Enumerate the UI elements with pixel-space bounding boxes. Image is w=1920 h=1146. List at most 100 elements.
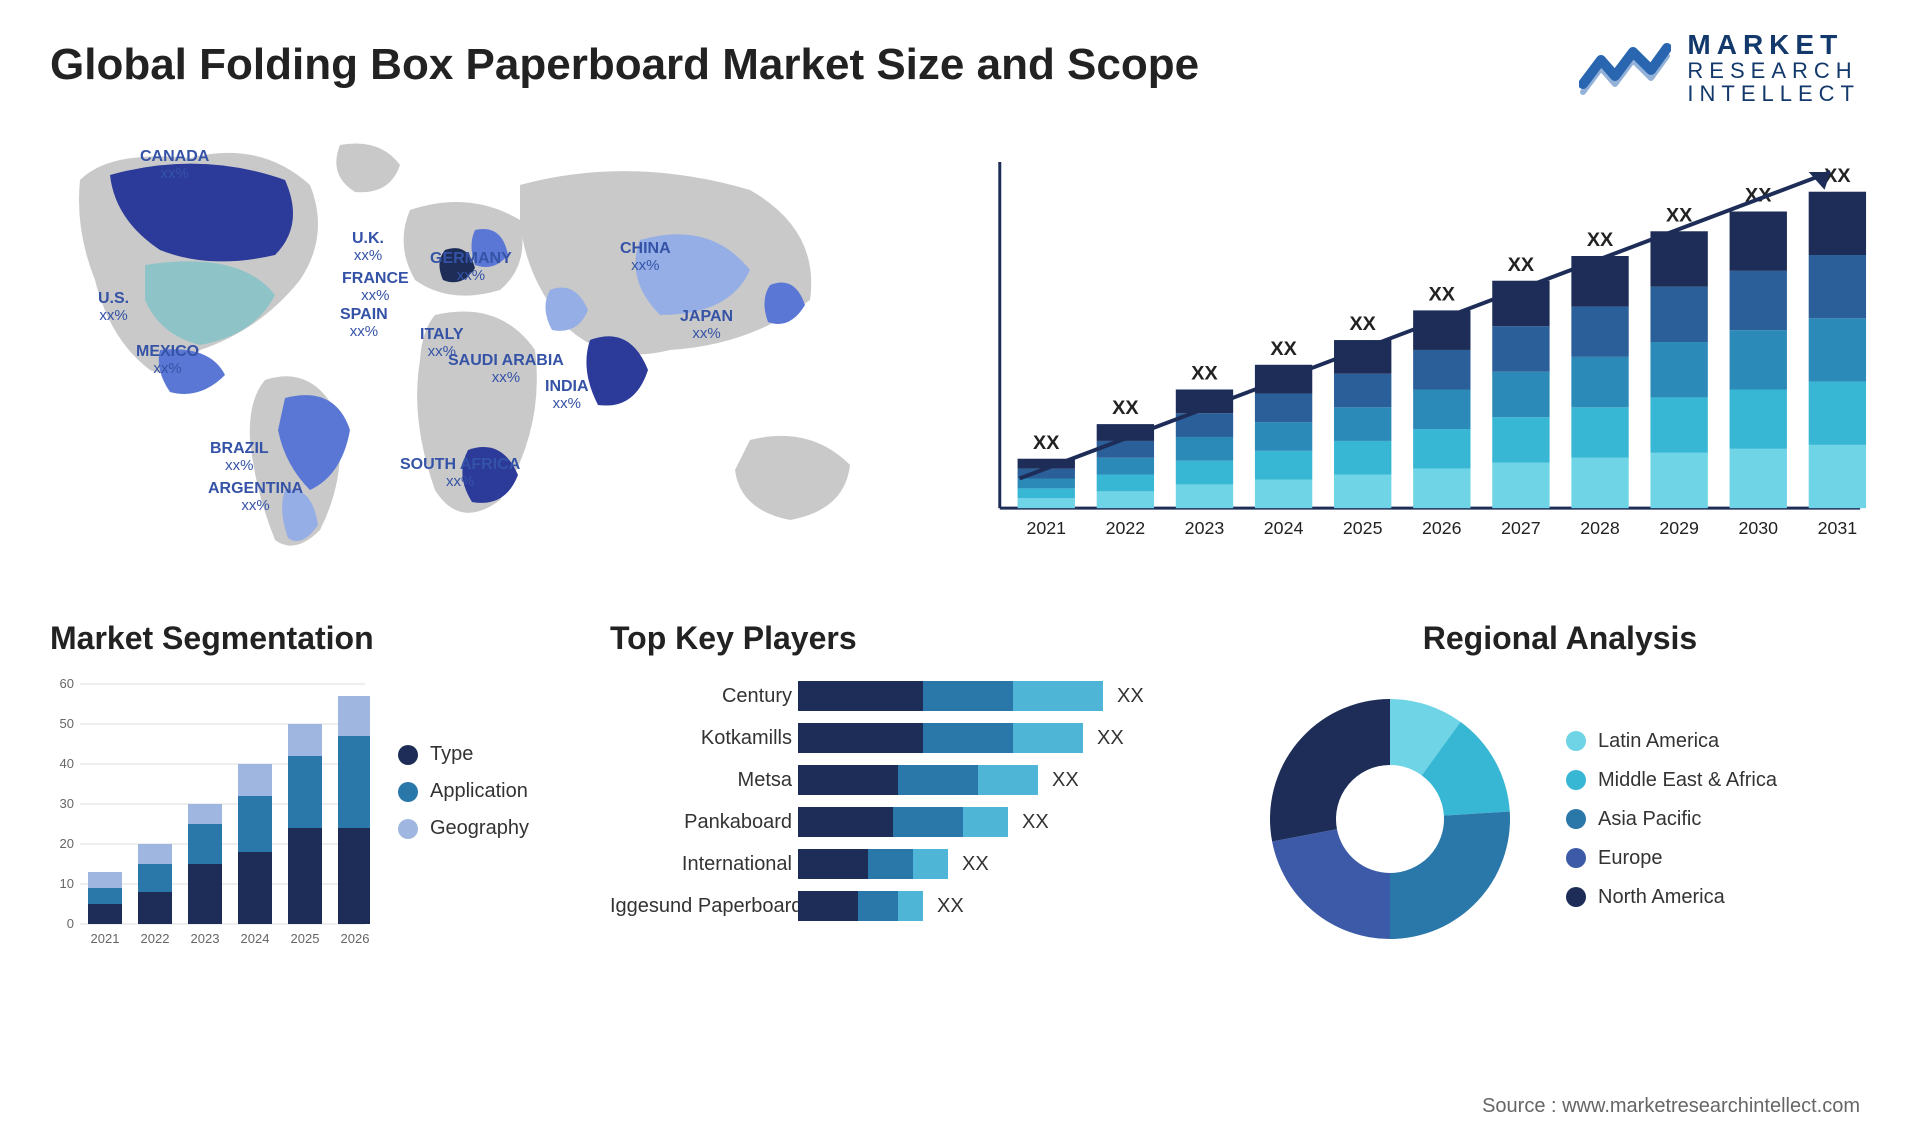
key-player-value: XX xyxy=(962,853,989,876)
key-player-bar xyxy=(798,849,948,879)
svg-text:2023: 2023 xyxy=(191,931,220,946)
key-player-value: XX xyxy=(937,895,964,918)
map-label: MEXICOxx% xyxy=(136,343,199,377)
svg-text:40: 40 xyxy=(60,756,74,771)
legend-swatch-icon xyxy=(1566,731,1586,751)
legend-swatch-icon xyxy=(1566,887,1586,907)
svg-text:2026: 2026 xyxy=(1422,518,1462,538)
svg-text:2029: 2029 xyxy=(1659,518,1699,538)
legend-swatch-icon xyxy=(398,819,418,839)
logo-text: MARKET RESEARCH INTELLECT xyxy=(1687,30,1860,106)
svg-text:30: 30 xyxy=(60,796,74,811)
logo-line1: MARKET xyxy=(1687,30,1860,59)
svg-text:2024: 2024 xyxy=(241,931,270,946)
legend-label: Middle East & Africa xyxy=(1598,769,1777,792)
logo-mark-icon xyxy=(1579,40,1671,96)
legend-item: Europe xyxy=(1566,847,1777,870)
map-label: INDIAxx% xyxy=(545,378,589,412)
map-label: U.S.xx% xyxy=(98,290,129,324)
bar-segment xyxy=(1013,723,1083,753)
brand-logo: MARKET RESEARCH INTELLECT xyxy=(1579,30,1860,106)
key-player-row: Metsa XX xyxy=(610,763,1210,797)
key-players-title: Top Key Players xyxy=(610,620,1210,657)
svg-text:XX: XX xyxy=(1587,229,1614,251)
legend-item: Type xyxy=(398,743,529,766)
svg-text:20: 20 xyxy=(60,836,74,851)
bar-segment xyxy=(798,807,893,837)
svg-text:2021: 2021 xyxy=(1026,518,1066,538)
key-player-label: Kotkamills xyxy=(610,727,798,750)
svg-text:2028: 2028 xyxy=(1580,518,1620,538)
regional-donut-chart xyxy=(1250,679,1530,959)
bar-segment xyxy=(923,681,1013,711)
legend-label: Application xyxy=(430,780,528,803)
growth-bar-chart: XX2021XX2022XX2023XX2024XX2025XX2026XX20… xyxy=(980,130,1870,560)
svg-text:2024: 2024 xyxy=(1264,518,1304,538)
key-player-row: International XX xyxy=(610,847,1210,881)
legend-swatch-icon xyxy=(1566,809,1586,829)
svg-text:XX: XX xyxy=(1191,363,1218,385)
bar-segment xyxy=(858,891,898,921)
svg-text:0: 0 xyxy=(67,916,74,931)
svg-text:2025: 2025 xyxy=(291,931,320,946)
bar-segment xyxy=(798,891,858,921)
legend-swatch-icon xyxy=(1566,770,1586,790)
svg-text:2027: 2027 xyxy=(1501,518,1541,538)
map-label: BRAZILxx% xyxy=(210,440,269,474)
legend-label: North America xyxy=(1598,886,1725,909)
svg-text:2021: 2021 xyxy=(91,931,120,946)
bar-segment xyxy=(898,765,978,795)
legend-label: Type xyxy=(430,743,473,766)
key-player-value: XX xyxy=(1117,685,1144,708)
legend-swatch-icon xyxy=(398,745,418,765)
segmentation-title: Market Segmentation xyxy=(50,620,570,657)
bar-segment xyxy=(978,765,1038,795)
key-player-label: International xyxy=(610,853,798,876)
bar-segment xyxy=(798,723,923,753)
regional-legend: Latin America Middle East & Africa Asia Pa… xyxy=(1566,714,1777,925)
bar-segment xyxy=(923,723,1013,753)
key-player-label: Pankaboard xyxy=(610,811,798,834)
source-text: Source : www.marketresearchintellect.com xyxy=(1482,1095,1860,1118)
key-player-row: Century XX xyxy=(610,679,1210,713)
key-player-label: Metsa xyxy=(610,769,798,792)
map-label: JAPANxx% xyxy=(680,308,733,342)
svg-text:2023: 2023 xyxy=(1185,518,1225,538)
svg-text:XX: XX xyxy=(1350,313,1377,335)
svg-text:10: 10 xyxy=(60,876,74,891)
map-label: CHINAxx% xyxy=(620,240,671,274)
bar-segment xyxy=(868,849,913,879)
svg-text:XX: XX xyxy=(1666,204,1693,226)
legend-label: Asia Pacific xyxy=(1598,808,1701,831)
svg-text:2025: 2025 xyxy=(1343,518,1383,538)
bar-segment xyxy=(913,849,948,879)
legend-label: Geography xyxy=(430,817,529,840)
key-player-bar xyxy=(798,807,1008,837)
legend-item: Geography xyxy=(398,817,529,840)
key-player-row: Iggesund Paperboard XX xyxy=(610,889,1210,923)
legend-item: Middle East & Africa xyxy=(1566,769,1777,792)
map-label: U.K.xx% xyxy=(352,230,384,264)
map-label: FRANCExx% xyxy=(342,270,409,304)
key-player-bar xyxy=(798,765,1038,795)
bar-segment xyxy=(798,765,898,795)
svg-text:2031: 2031 xyxy=(1818,518,1858,538)
key-players-panel: Top Key Players CenturyXXKotkamillsXXMet… xyxy=(610,620,1210,959)
legend-item: North America xyxy=(1566,886,1777,909)
key-player-bar xyxy=(798,723,1083,753)
key-player-value: XX xyxy=(1022,811,1049,834)
svg-text:2026: 2026 xyxy=(341,931,370,946)
svg-text:2022: 2022 xyxy=(141,931,170,946)
bar-segment xyxy=(1013,681,1103,711)
regional-title: Regional Analysis xyxy=(1250,620,1870,657)
key-player-label: Iggesund Paperboard xyxy=(610,895,798,918)
key-player-value: XX xyxy=(1052,769,1079,792)
world-map-panel: CANADAxx% U.S.xx%MEXICOxx% BRAZILxx% ARGENT… xyxy=(50,130,920,560)
map-label: ARGENTINAxx% xyxy=(208,480,303,514)
key-player-label: Century xyxy=(610,685,798,708)
legend-label: Latin America xyxy=(1598,730,1719,753)
map-label: CANADAxx% xyxy=(140,148,209,182)
logo-line2: RESEARCH xyxy=(1687,59,1860,82)
bar-segment xyxy=(798,849,868,879)
key-player-bar xyxy=(798,681,1103,711)
